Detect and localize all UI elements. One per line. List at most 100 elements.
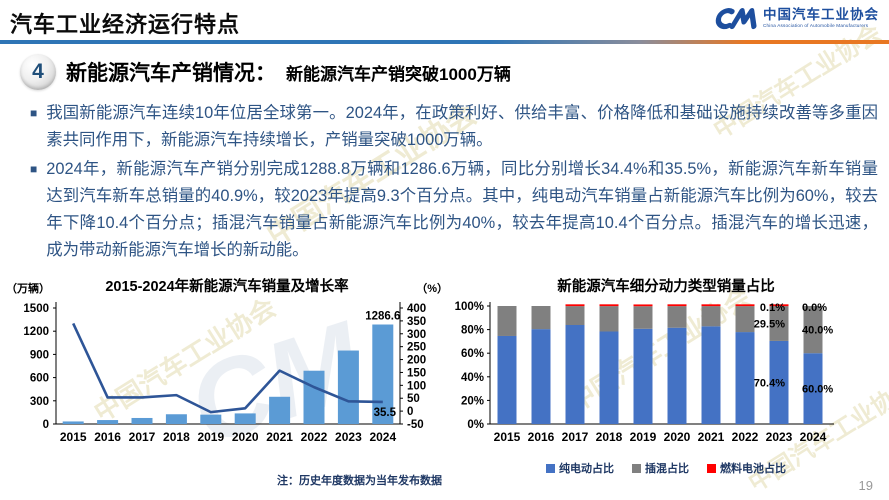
right-axis-tick: 250 [407,342,426,354]
stack-segment-2022-1 [735,306,755,333]
sales-bar-2021 [269,396,291,424]
sales-bar-2018 [165,414,187,424]
stack-segment-2017-2 [565,304,585,307]
bullet-text: 2024年，新能源汽车产销分别完成1288.8万辆和1286.6万辆，同比分别增… [46,160,878,259]
bar-value-label: 1286.6 [365,311,400,323]
bev-swatch-icon [546,463,555,473]
right-axis-tick: 200 [407,355,426,367]
stack-segment-2022-0 [735,332,755,424]
x-axis-tick: 2023 [766,430,793,444]
right-axis-tick: 150 [407,367,426,379]
stack-segment-2020-0 [667,327,687,424]
sales-growth-chart-plot: 030060090012001500-500501001502002503003… [23,302,426,444]
y-axis-tick: 80% [461,325,484,337]
powertrain-share-chart-header: 新能源汽车细分动力类型销量占比 [450,276,882,296]
right-axis-tick: 350 [407,316,426,328]
powertrain-share-chart-title: 新能源汽车细分动力类型销量占比 [557,279,775,295]
sales-bar-2023 [337,350,359,424]
left-axis-tick: 0 [43,419,49,431]
section-number: 4 [32,60,44,83]
legend-label-fcev: 燃料电池占比 [720,463,786,475]
sales-growth-chart-header: （万辆） 2015-2024年新能源汽车销量及增长率 （%） [6,276,448,296]
stack-segment-2020-1 [667,306,687,328]
right-axis-tick: 400 [407,303,426,315]
x-axis-tick: 2022 [732,430,759,444]
x-axis-tick: 2015 [494,430,521,444]
x-axis-tick: 2018 [596,430,623,444]
fcev-swatch-icon [707,463,716,473]
page-number: 19 [858,478,873,493]
section-heading-row: 4 新能源汽车产销情况： 新能源汽车产销突破1000万辆 [20,54,511,90]
left-axis-tick: 300 [30,396,49,408]
x-axis-tick: 2018 [163,430,190,444]
right-axis-tick: 50 [407,393,420,405]
x-axis-tick: 2019 [197,430,224,444]
stack-segment-2017-1 [565,306,585,325]
stack-segment-2021-0 [701,326,721,424]
stack-segment-2024-0 [803,353,823,424]
stack-segment-2016-0 [531,329,551,424]
bullet-item: ■ 2024年，新能源汽车产销分别完成1288.8万辆和1286.6万辆，同比分… [30,156,878,264]
stack-segment-2018-1 [599,306,619,332]
right-axis-tick: 100 [407,380,426,392]
x-axis-tick: 2017 [562,430,589,444]
caam-logo: 中国汽车工业协会 China Association of Automobile… [707,6,879,30]
x-axis-tick: 2017 [129,430,156,444]
stack-segment-2020-2 [667,304,687,307]
legend-item-phev: 插混占比 [632,460,689,476]
x-axis-tick: 2023 [335,430,362,444]
share-annotation: 60.0% [802,384,833,396]
legend-label-phev: 插混占比 [645,463,689,475]
left-axis-tick: 1500 [23,303,49,315]
x-axis-tick: 2022 [301,430,328,444]
y-axis-tick: 40% [461,372,484,384]
x-axis-tick: 2024 [800,430,827,444]
stack-segment-2016-1 [531,306,551,330]
x-axis-tick: 2019 [630,430,657,444]
powertrain-share-legend: 纯电动占比 插混占比 燃料电池占比 [450,460,882,476]
share-annotation: 40.0% [802,325,833,337]
logo-org-name-cn: 中国汽车工业协会 [763,7,879,23]
left-axis-tick: 600 [30,373,49,385]
logo-org-name-en: China Association of Automobile Manufact… [763,22,869,28]
share-annotation: 29.5% [754,319,785,331]
left-axis-unit-label: （万辆） [6,283,50,295]
section-subheading: 新能源汽车产销突破1000万辆 [286,64,511,84]
header-divider-rule [0,40,889,44]
stack-segment-2018-2 [599,304,619,307]
powertrain-share-chart-plot: 0% 20% 40% 60% 80% 100% 2015 2016 2017 2018 2019 20… [455,301,834,444]
body-text-block: ■ 我国新能源汽车连续10年位居全球第一。2024年，在政策利好、供给丰富、价格… [30,100,878,266]
sales-bar-2017 [131,417,153,424]
sales-bar-2019 [200,414,222,424]
line-value-label: 35.5 [374,407,397,419]
stack-segment-2019-2 [633,304,653,307]
bullet-item: ■ 我国新能源汽车连续10年位居全球第一。2024年，在政策利好、供给丰富、价格… [30,100,878,154]
bullet-text: 我国新能源汽车连续10年位居全球第一。2024年，在政策利好、供给丰富、价格降低… [46,104,878,149]
stack-segment-2024-1 [803,306,823,354]
stack-segment-2023-0 [769,340,789,424]
right-axis-tick: -50 [407,419,424,431]
x-axis-tick: 2021 [698,430,725,444]
sales-growth-chart: （万辆） 2015-2024年新能源汽车销量及增长率 （%） 0 300 600 90… [6,276,448,454]
x-axis-tick: 2016 [528,430,555,444]
x-axis-tick: 2021 [266,430,293,444]
right-axis-tick: 0 [407,406,413,418]
x-axis-tick: 2020 [232,430,259,444]
right-axis-tick: 300 [407,329,426,341]
stack-segment-2019-1 [633,306,653,329]
growth-rate-line [72,322,383,414]
sales-bar-2020 [234,413,256,424]
sales-bar-2015 [62,421,84,424]
x-axis-tick: 2024 [369,430,396,444]
powertrain-share-chart: 新能源汽车细分动力类型销量占比 0% 20% 40% 60% 80% 100% 2015 20… [450,276,882,476]
right-axis-unit-label: （%） [416,283,448,295]
y-axis-tick: 60% [461,348,484,360]
stack-segment-2023-2 [769,304,789,307]
section-number-badge: 4 [20,54,56,90]
stack-segment-2015-0 [497,335,517,424]
stack-segment-2023-1 [769,306,789,341]
x-axis-tick: 2020 [664,430,691,444]
sales-growth-chart-title: 2015-2024年新能源汽车销量及增长率 [105,279,349,295]
share-annotation: 0.0% [802,302,827,314]
share-annotation: 0.1% [760,302,785,314]
